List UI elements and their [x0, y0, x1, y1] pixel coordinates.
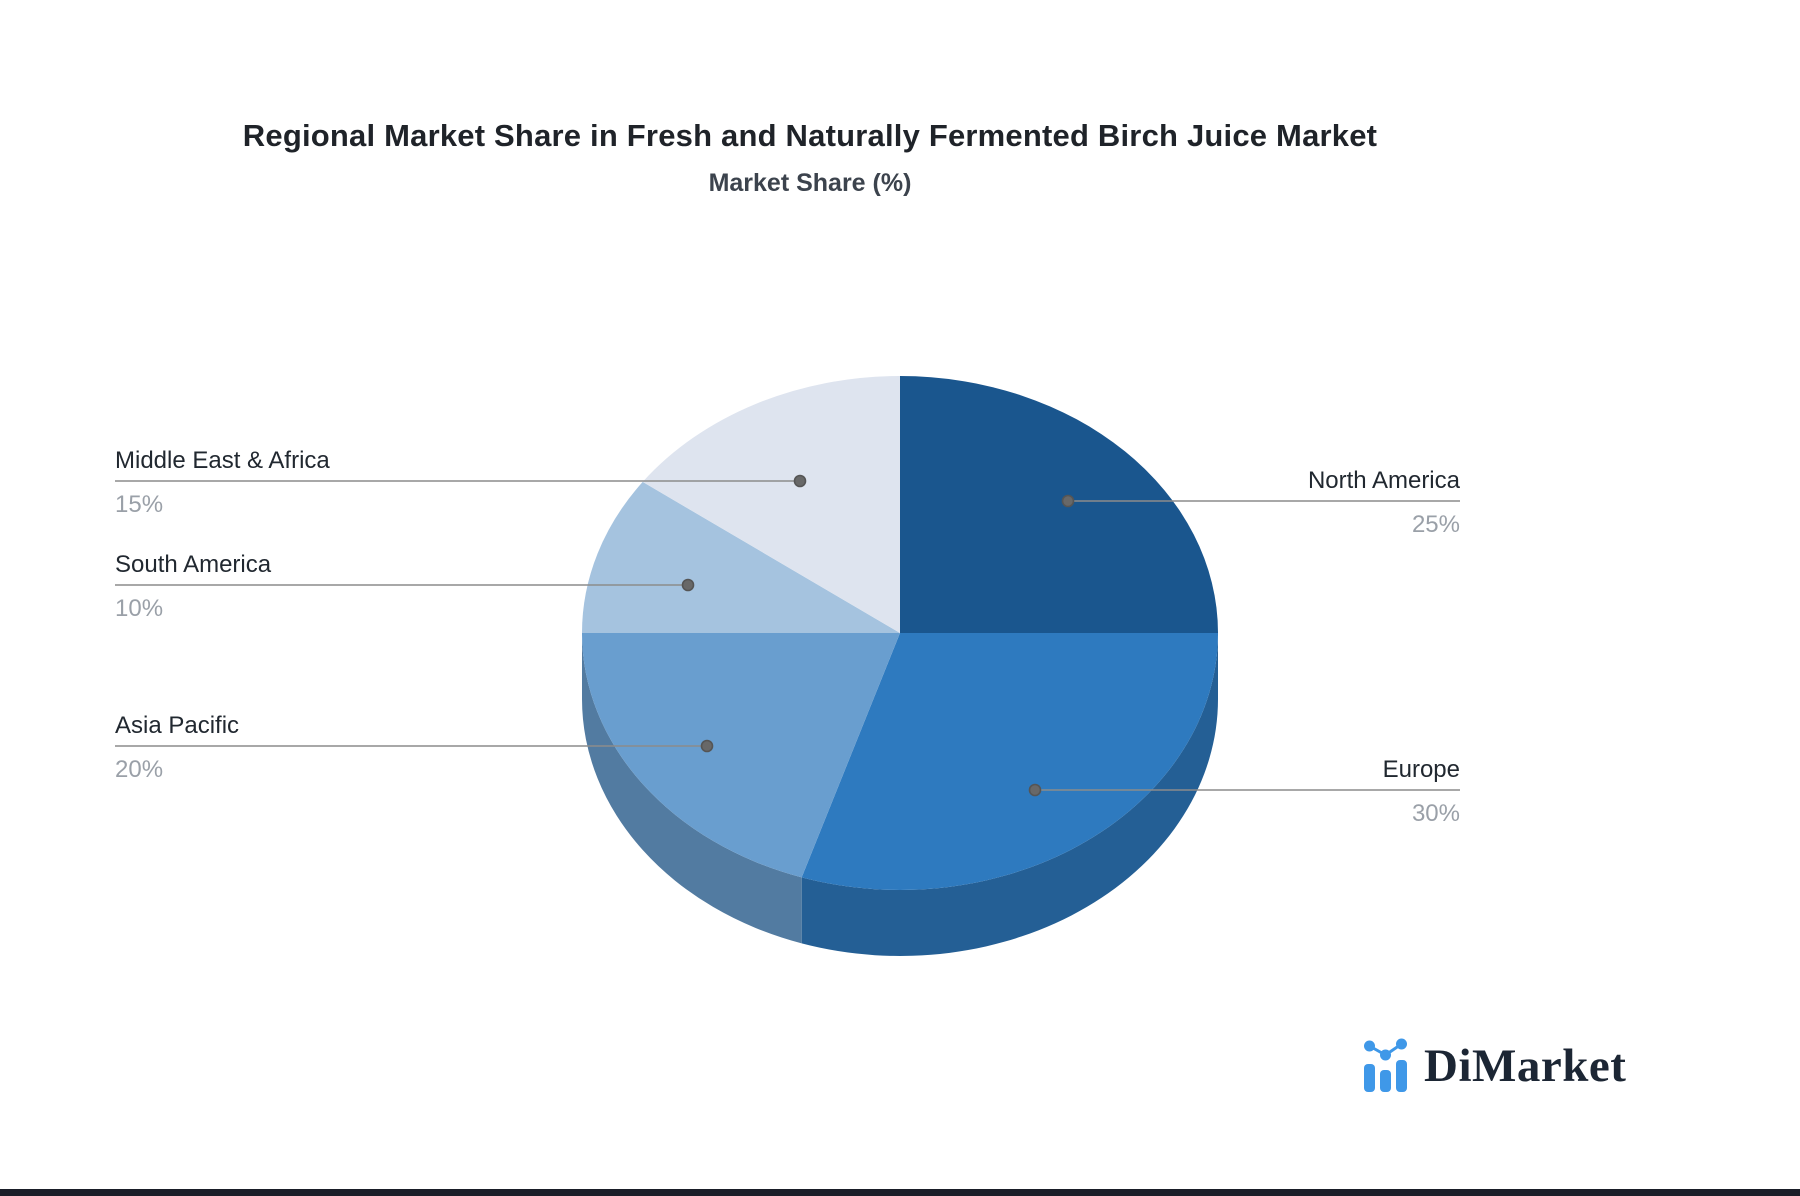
brand-logo-text: DiMarket: [1424, 1040, 1627, 1092]
slice-label: North America: [1307, 467, 1460, 494]
slice-value: 25%: [1411, 511, 1460, 538]
leader-dot-asia-pacific: [700, 739, 714, 753]
callout-asia-pacific-value: 20%: [115, 756, 163, 784]
pie-slice-middle-east-africa[interactable]: [642, 376, 900, 633]
leader-dot-south-america: [681, 578, 695, 592]
leader-dot-europe: [1028, 783, 1042, 797]
slice-value: 30%: [1411, 800, 1460, 827]
slice-value: 15%: [115, 491, 164, 518]
slice-value: 10%: [115, 595, 164, 622]
callout-south-america-value: 10%: [115, 595, 163, 623]
pie-slice-asia-pacific[interactable]: [582, 633, 900, 878]
brand-logo: DiMarket: [1360, 1036, 1626, 1092]
bar-line-chart-icon: [1364, 1038, 1407, 1092]
chart-subtitle: Market Share (%): [708, 169, 912, 197]
footer-bar: [0, 1189, 1800, 1196]
callout-middle-east-africa: Middle East & Africa: [115, 447, 330, 475]
callout-middle-east-africa-value: 15%: [115, 491, 163, 519]
slice-label: Europe: [1382, 756, 1460, 783]
callout-south-america: South America: [115, 551, 271, 579]
leader-dot-middle-east-africa: [793, 474, 807, 488]
leader-dot-north-america: [1061, 494, 1075, 508]
callout-asia-pacific: Asia Pacific: [115, 712, 239, 740]
callout-europe: Europe: [1383, 756, 1460, 784]
pie-slice-north-america[interactable]: [900, 376, 1218, 633]
chart-title: Regional Market Share in Fresh and Natur…: [242, 118, 1378, 153]
slice-label: Asia Pacific: [115, 712, 240, 739]
slice-label: Middle East & Africa: [115, 447, 330, 474]
callout-north-america-value: 25%: [1412, 511, 1460, 539]
slice-label: South America: [115, 551, 272, 578]
callout-north-america: North America: [1308, 467, 1460, 495]
leader-lines: [115, 474, 1460, 797]
pie-slice-side-asia-pacific: [582, 633, 802, 944]
slice-value: 20%: [115, 756, 164, 783]
pie-slice-south-america[interactable]: [582, 481, 900, 633]
callout-europe-value: 30%: [1412, 800, 1460, 828]
pie-slice-side-europe: [801, 633, 1218, 956]
pie-chart: [582, 376, 1218, 956]
pie-slice-europe[interactable]: [801, 633, 1218, 890]
